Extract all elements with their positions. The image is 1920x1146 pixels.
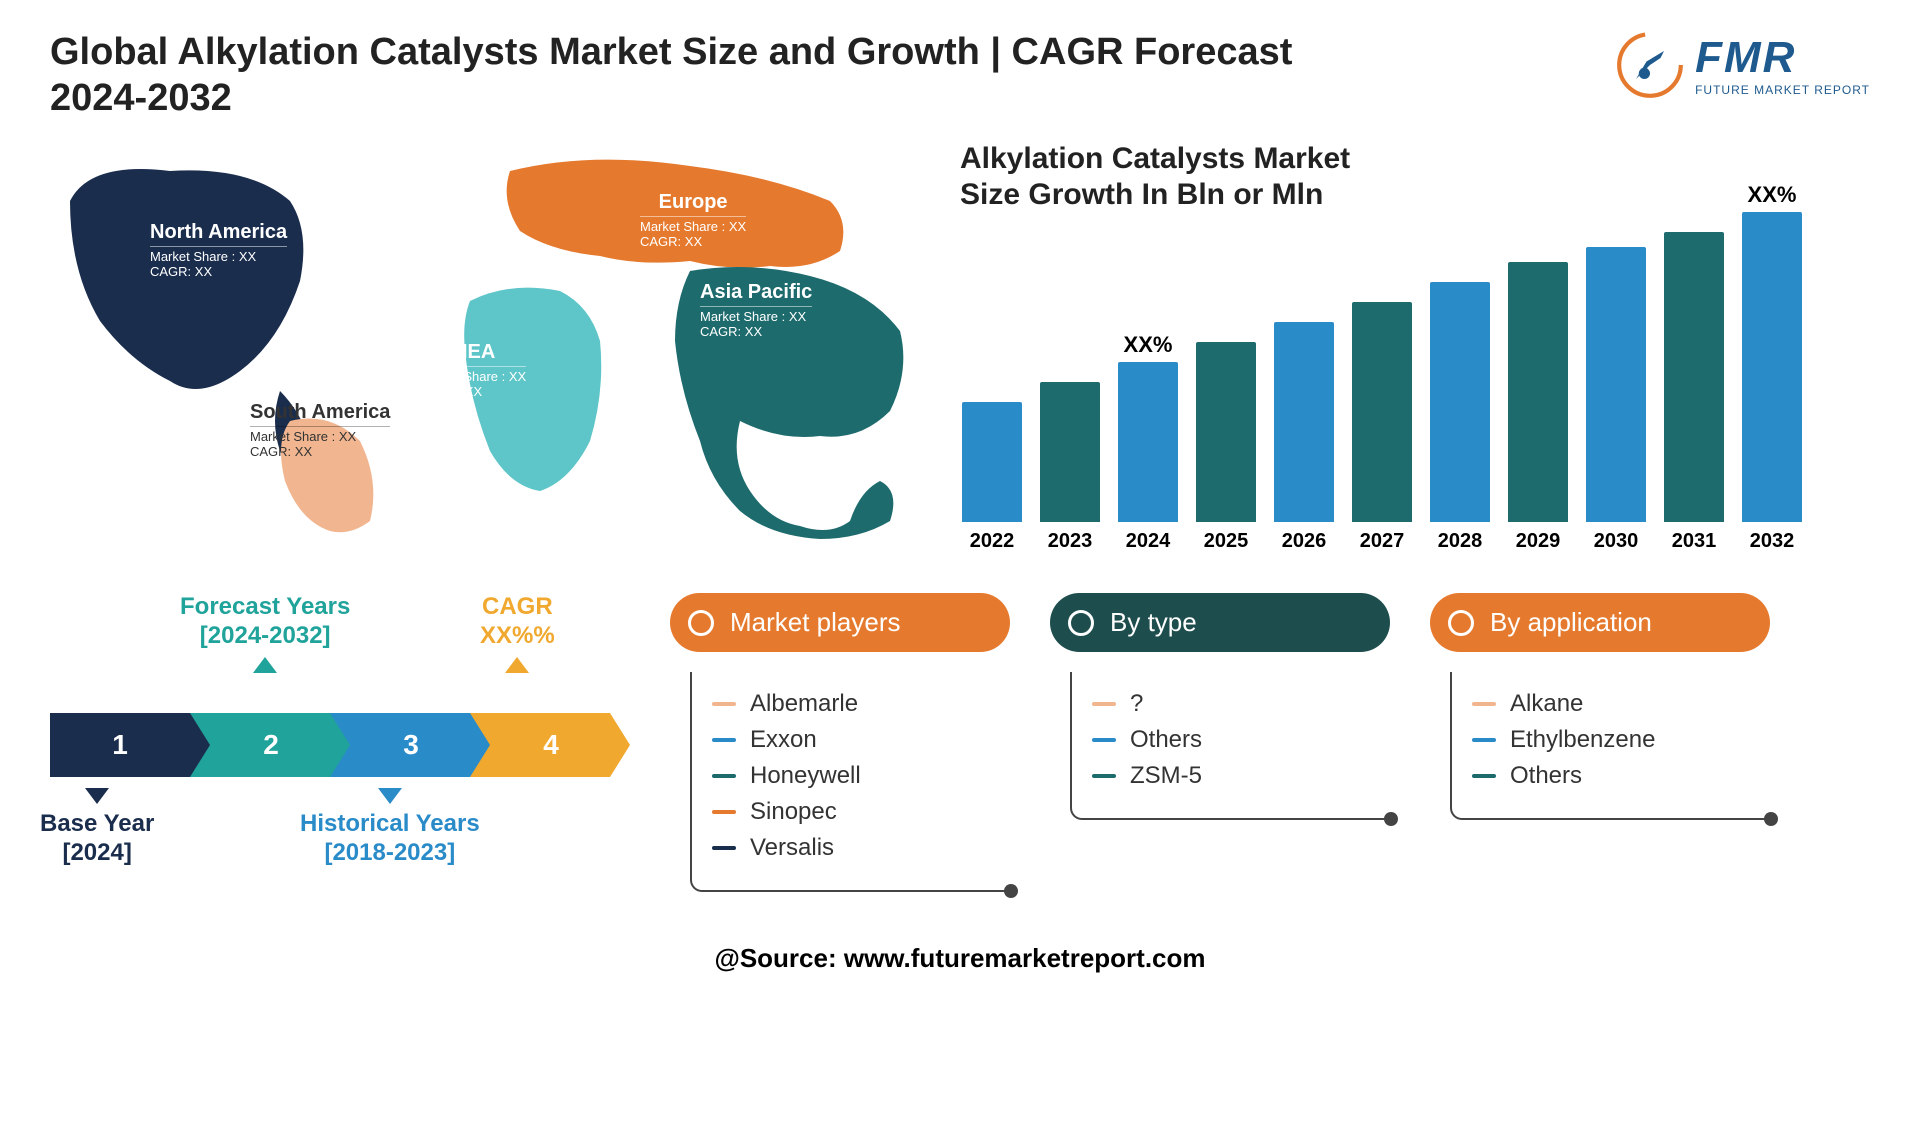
base-year-label: Base Year [2024] bbox=[40, 788, 154, 868]
region-label: North America Market Share : XXCAGR: XX bbox=[150, 221, 287, 279]
pill-header: Market players bbox=[670, 593, 1010, 652]
bar: XX% 2032 bbox=[1740, 212, 1804, 553]
main-content-row: North America Market Share : XXCAGR: XX S… bbox=[50, 141, 1870, 553]
region-label: Asia Pacific Market Share : XXCAGR: XX bbox=[700, 281, 812, 339]
timeline-area: Forecast Years [2024-2032] CAGR XX%% 123… bbox=[50, 593, 610, 893]
telescope-icon bbox=[1615, 30, 1685, 100]
bar: XX% 2024 bbox=[1116, 362, 1180, 553]
list-item: ZSM-5 bbox=[1092, 762, 1390, 790]
region-label: MEA Market Share : XXCAGR: XX bbox=[420, 341, 526, 399]
segment-column: By type ? Others ZSM-5 bbox=[1050, 593, 1390, 892]
list-item: Alkane bbox=[1472, 690, 1770, 718]
list-item: Albemarle bbox=[712, 690, 1010, 718]
list-item: Exxon bbox=[712, 726, 1010, 754]
bar: 2029 bbox=[1506, 262, 1570, 553]
bar: 2026 bbox=[1272, 322, 1336, 553]
timeline-segment: 2 bbox=[190, 713, 330, 777]
page-title: Global Alkylation Catalysts Market Size … bbox=[50, 30, 1350, 121]
cagr-label: CAGR XX%% bbox=[480, 593, 555, 673]
forecast-years-label: Forecast Years [2024-2032] bbox=[180, 593, 350, 673]
list-item: Honeywell bbox=[712, 762, 1010, 790]
logo-subtitle: FUTURE MARKET REPORT bbox=[1695, 83, 1870, 97]
bottom-row: Forecast Years [2024-2032] CAGR XX%% 123… bbox=[50, 593, 1870, 893]
pill-list: ? Others ZSM-5 bbox=[1070, 672, 1390, 820]
bar: 2028 bbox=[1428, 282, 1492, 553]
timeline-bar: 1234 bbox=[50, 713, 610, 777]
bar: 2022 bbox=[960, 402, 1024, 553]
bar: 2025 bbox=[1194, 342, 1258, 553]
list-item: Others bbox=[1472, 762, 1770, 790]
segment-column: Market players Albemarle Exxon Honeywell… bbox=[670, 593, 1010, 892]
pill-list: Alkane Ethylbenzene Others bbox=[1450, 672, 1770, 820]
list-item: Others bbox=[1092, 726, 1390, 754]
list-item: Ethylbenzene bbox=[1472, 726, 1770, 754]
bars-row: 2022 2023XX% 2024 2025 2026 2027 2028 20… bbox=[960, 233, 1870, 553]
pill-header: By application bbox=[1430, 593, 1770, 652]
list-item: Versalis bbox=[712, 834, 1010, 862]
bar: 2023 bbox=[1038, 382, 1102, 553]
list-item: ? bbox=[1092, 690, 1390, 718]
timeline-segment: 3 bbox=[330, 713, 470, 777]
list-item: Sinopec bbox=[712, 798, 1010, 826]
historical-years-label: Historical Years [2018-2023] bbox=[300, 788, 480, 868]
bar: 2031 bbox=[1662, 232, 1726, 553]
bar: 2030 bbox=[1584, 247, 1648, 553]
logo-text: FMR bbox=[1695, 33, 1870, 83]
segment-column: By application Alkane Ethylbenzene Other… bbox=[1430, 593, 1770, 892]
region-label: Europe Market Share : XXCAGR: XX bbox=[640, 191, 746, 249]
world-map: North America Market Share : XXCAGR: XX S… bbox=[50, 141, 920, 541]
bar-chart-area: Alkylation Catalysts Market Size Growth … bbox=[960, 141, 1870, 553]
timeline-segment: 1 bbox=[50, 713, 190, 777]
region-label: South America Market Share : XXCAGR: XX bbox=[250, 401, 390, 459]
bar: 2027 bbox=[1350, 302, 1414, 553]
pill-header: By type bbox=[1050, 593, 1390, 652]
timeline-segment: 4 bbox=[470, 713, 610, 777]
pills-container: Market players Albemarle Exxon Honeywell… bbox=[670, 593, 1770, 892]
pill-list: Albemarle Exxon Honeywell Sinopec Versal… bbox=[690, 672, 1010, 892]
fmr-logo: FMR FUTURE MARKET REPORT bbox=[1615, 30, 1870, 100]
source-attribution: @Source: www.futuremarketreport.com bbox=[50, 943, 1870, 974]
header: Global Alkylation Catalysts Market Size … bbox=[50, 30, 1870, 121]
chart-title: Alkylation Catalysts Market Size Growth … bbox=[960, 141, 1360, 213]
